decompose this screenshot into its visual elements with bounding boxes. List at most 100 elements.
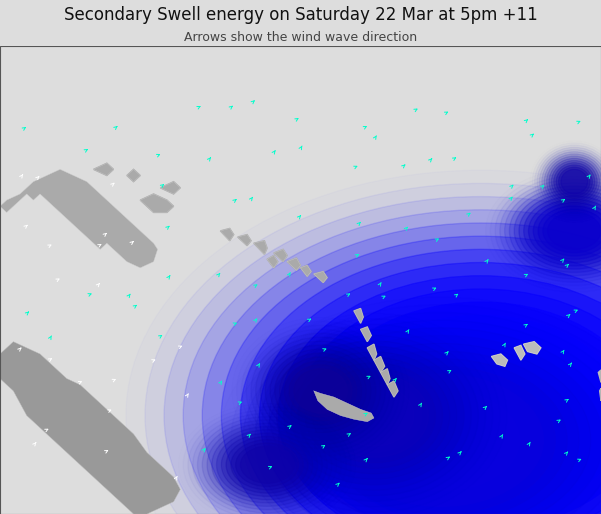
Ellipse shape — [260, 341, 380, 441]
Polygon shape — [367, 344, 377, 360]
Ellipse shape — [284, 361, 357, 421]
Ellipse shape — [313, 368, 436, 463]
Ellipse shape — [561, 169, 588, 194]
Ellipse shape — [294, 369, 347, 413]
Ellipse shape — [334, 385, 414, 446]
Ellipse shape — [374, 397, 507, 483]
Ellipse shape — [528, 199, 601, 263]
Ellipse shape — [549, 158, 600, 205]
Ellipse shape — [278, 336, 601, 514]
Ellipse shape — [269, 335, 478, 496]
Ellipse shape — [279, 357, 362, 425]
Polygon shape — [354, 308, 363, 323]
Ellipse shape — [543, 209, 601, 253]
Ellipse shape — [336, 315, 601, 514]
Ellipse shape — [551, 160, 597, 203]
Polygon shape — [600, 389, 601, 401]
Ellipse shape — [556, 165, 593, 198]
Ellipse shape — [298, 357, 450, 474]
Ellipse shape — [251, 333, 390, 449]
Ellipse shape — [538, 206, 601, 256]
Polygon shape — [221, 228, 234, 241]
Ellipse shape — [255, 320, 601, 514]
Ellipse shape — [374, 342, 588, 489]
Ellipse shape — [183, 210, 601, 514]
Ellipse shape — [216, 430, 318, 500]
Ellipse shape — [314, 359, 567, 514]
Polygon shape — [300, 265, 311, 277]
Ellipse shape — [278, 276, 601, 514]
Polygon shape — [0, 342, 180, 514]
Ellipse shape — [270, 349, 371, 433]
Polygon shape — [267, 255, 278, 268]
Ellipse shape — [327, 379, 421, 452]
Polygon shape — [599, 370, 601, 382]
Ellipse shape — [548, 212, 601, 249]
Ellipse shape — [554, 163, 595, 200]
Polygon shape — [254, 241, 267, 254]
Ellipse shape — [289, 365, 352, 417]
Ellipse shape — [500, 179, 601, 282]
Ellipse shape — [255, 337, 385, 445]
Ellipse shape — [505, 183, 601, 279]
Ellipse shape — [212, 427, 323, 503]
Ellipse shape — [305, 363, 443, 468]
Ellipse shape — [226, 436, 308, 493]
Ellipse shape — [275, 353, 367, 429]
Ellipse shape — [545, 154, 601, 209]
Ellipse shape — [221, 236, 601, 514]
Polygon shape — [238, 234, 251, 246]
Polygon shape — [387, 381, 398, 397]
Ellipse shape — [236, 443, 299, 487]
Ellipse shape — [510, 186, 601, 276]
Ellipse shape — [317, 302, 601, 514]
Ellipse shape — [198, 417, 337, 513]
Ellipse shape — [265, 345, 376, 437]
Ellipse shape — [284, 346, 464, 485]
Polygon shape — [287, 258, 300, 270]
Ellipse shape — [302, 351, 579, 514]
Polygon shape — [0, 169, 157, 268]
Text: Secondary Swell energy on Saturday 22 Mar at 5pm +11: Secondary Swell energy on Saturday 22 Ma… — [64, 6, 537, 24]
Polygon shape — [523, 342, 541, 354]
Ellipse shape — [221, 433, 313, 497]
Ellipse shape — [338, 374, 543, 506]
Polygon shape — [492, 354, 507, 366]
Text: Arrows show the wind wave direction: Arrows show the wind wave direction — [184, 30, 417, 44]
Polygon shape — [314, 391, 374, 421]
Ellipse shape — [240, 249, 601, 514]
Ellipse shape — [263, 330, 486, 501]
Ellipse shape — [164, 197, 601, 514]
Ellipse shape — [547, 156, 601, 207]
Ellipse shape — [297, 289, 601, 514]
Polygon shape — [140, 194, 174, 212]
Ellipse shape — [514, 189, 601, 272]
Ellipse shape — [519, 193, 601, 269]
Ellipse shape — [350, 382, 531, 499]
Ellipse shape — [540, 150, 601, 214]
Polygon shape — [127, 169, 140, 181]
Polygon shape — [274, 249, 287, 262]
Ellipse shape — [326, 366, 555, 514]
Ellipse shape — [362, 390, 519, 491]
Ellipse shape — [290, 343, 591, 514]
Ellipse shape — [203, 420, 332, 509]
Polygon shape — [160, 181, 180, 194]
Ellipse shape — [355, 328, 601, 503]
Ellipse shape — [207, 423, 327, 506]
Ellipse shape — [558, 167, 590, 196]
Polygon shape — [361, 327, 371, 342]
Polygon shape — [380, 369, 390, 385]
Ellipse shape — [276, 341, 471, 490]
Ellipse shape — [240, 446, 294, 483]
Ellipse shape — [243, 313, 601, 514]
Polygon shape — [314, 271, 327, 283]
Polygon shape — [514, 345, 525, 360]
Polygon shape — [374, 356, 385, 373]
Ellipse shape — [231, 439, 304, 490]
Ellipse shape — [523, 196, 601, 266]
Ellipse shape — [203, 223, 601, 514]
Ellipse shape — [533, 203, 601, 259]
Polygon shape — [94, 163, 114, 175]
Ellipse shape — [267, 328, 601, 514]
